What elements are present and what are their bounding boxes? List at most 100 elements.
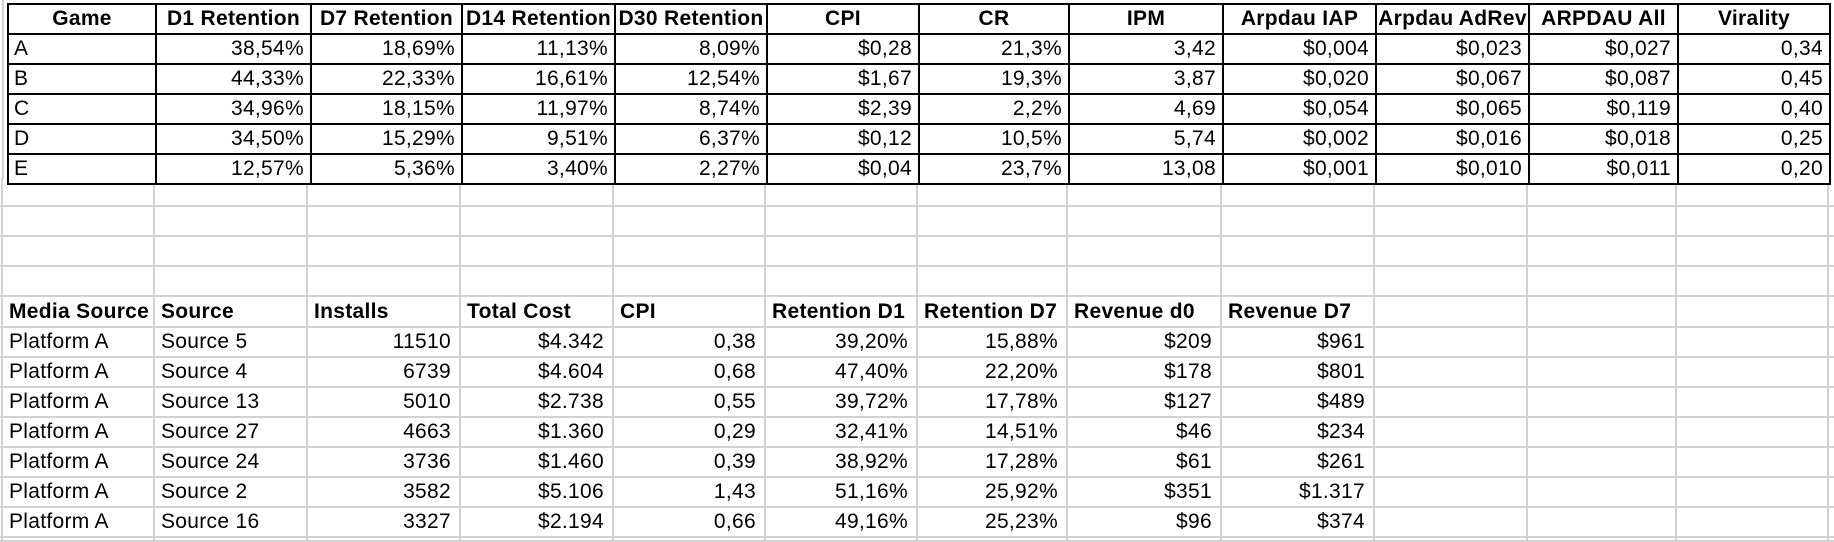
cell[interactable]: 12,54% [614,63,768,95]
cell[interactable]: 9,51% [461,123,616,155]
column-header[interactable]: Retention D1 [766,297,918,328]
cell[interactable]: 3582 [308,478,461,508]
cell[interactable]: $0,04 [766,153,920,185]
cell[interactable]: 32,41% [766,418,918,448]
cell[interactable]: $0,054 [1222,93,1377,125]
cell[interactable]: 0,66 [614,508,766,538]
cell[interactable]: $1.317 [1222,478,1375,508]
empty-cell[interactable] [1375,388,1528,418]
cell[interactable]: 51,16% [766,478,918,508]
cell[interactable]: 3327 [308,508,461,538]
cell[interactable]: 25,23% [918,508,1068,538]
cell[interactable]: $351 [1068,478,1222,508]
column-header[interactable]: D30 Retention [614,3,768,35]
cell[interactable]: $96 [1068,508,1222,538]
empty-cell[interactable] [1528,328,1677,358]
cell[interactable]: $0,28 [766,33,920,65]
cell[interactable]: 21,3% [918,33,1070,65]
empty-cell[interactable] [918,207,1068,237]
empty-cell[interactable] [1677,358,1829,388]
column-header[interactable]: CR [918,3,1070,35]
empty-cell[interactable] [1528,267,1677,297]
column-header[interactable]: Revenue d0 [1068,297,1222,328]
empty-cell[interactable] [1677,448,1829,478]
cell[interactable]: Source 2 [155,478,308,508]
cell[interactable]: $0,011 [1528,153,1679,185]
empty-cell[interactable] [155,267,308,297]
empty-cell[interactable] [1528,418,1677,448]
empty-cell[interactable] [461,267,614,297]
column-header[interactable]: D14 Retention [461,3,616,35]
cell[interactable]: Source 13 [155,388,308,418]
empty-cell[interactable] [155,207,308,237]
empty-cell[interactable] [1677,207,1829,237]
column-header[interactable]: D1 Retention [155,3,312,35]
cell[interactable]: 34,50% [155,123,312,155]
cell[interactable]: 16,61% [461,63,616,95]
empty-cell[interactable] [1528,358,1677,388]
cell[interactable]: 15,29% [310,123,463,155]
empty-cell[interactable] [1528,508,1677,538]
empty-cell[interactable] [3,237,155,267]
empty-cell[interactable] [1528,177,1677,207]
cell[interactable]: $0,016 [1375,123,1530,155]
cell[interactable]: $127 [1068,388,1222,418]
empty-cell[interactable] [3,267,155,297]
cell[interactable]: Platform A [3,328,155,358]
cell[interactable]: 0,29 [614,418,766,448]
empty-cell[interactable] [1222,267,1375,297]
empty-cell[interactable] [1068,267,1222,297]
cell[interactable]: $374 [1222,508,1375,538]
cell[interactable]: 10,5% [918,123,1070,155]
empty-cell[interactable] [766,237,918,267]
cell[interactable]: Source 5 [155,328,308,358]
empty-cell[interactable] [1375,328,1528,358]
cell[interactable]: $4.342 [461,328,614,358]
cell[interactable]: 11510 [308,328,461,358]
cell[interactable]: 17,28% [918,448,1068,478]
cell[interactable]: 25,92% [918,478,1068,508]
cell[interactable]: 49,16% [766,508,918,538]
cell[interactable]: $1,67 [766,63,920,95]
cell[interactable]: $2.738 [461,388,614,418]
cell[interactable]: Platform A [3,358,155,388]
empty-cell[interactable] [1375,478,1528,508]
cell[interactable]: $489 [1222,388,1375,418]
cell[interactable]: C [7,93,157,125]
cell[interactable]: A [7,33,157,65]
empty-cell[interactable] [1068,177,1222,207]
empty-cell[interactable] [1375,448,1528,478]
empty-cell[interactable] [766,177,918,207]
cell[interactable]: $0,087 [1528,63,1679,95]
empty-cell[interactable] [1677,478,1829,508]
cell[interactable]: 3736 [308,448,461,478]
cell[interactable]: 0,68 [614,358,766,388]
cell[interactable]: 4663 [308,418,461,448]
cell[interactable]: 5,36% [310,153,463,185]
cell[interactable]: $61 [1068,448,1222,478]
cell[interactable]: $209 [1068,328,1222,358]
column-header[interactable]: CPI [614,297,766,328]
cell[interactable]: $0,020 [1222,63,1377,95]
cell[interactable]: 22,33% [310,63,463,95]
column-header[interactable]: Virality [1677,3,1831,35]
column-header[interactable]: Arpdau IAP [1222,3,1377,35]
empty-cell[interactable] [1677,177,1829,207]
cell[interactable]: 39,20% [766,328,918,358]
empty-cell[interactable] [1375,418,1528,448]
cell[interactable]: 11,13% [461,33,616,65]
cell[interactable]: B [7,63,157,95]
empty-cell[interactable] [1677,388,1829,418]
empty-cell[interactable] [1222,237,1375,267]
cell[interactable]: 0,25 [1677,123,1831,155]
cell[interactable]: 3,87 [1068,63,1224,95]
cell[interactable]: $261 [1222,448,1375,478]
empty-cell[interactable] [1375,358,1528,388]
cell[interactable]: 5,74 [1068,123,1224,155]
cell[interactable]: $0,010 [1375,153,1530,185]
cell[interactable]: $961 [1222,328,1375,358]
cell[interactable]: 44,33% [155,63,312,95]
cell[interactable]: 0,45 [1677,63,1831,95]
cell[interactable]: $0,119 [1528,93,1679,125]
cell[interactable]: 11,97% [461,93,616,125]
